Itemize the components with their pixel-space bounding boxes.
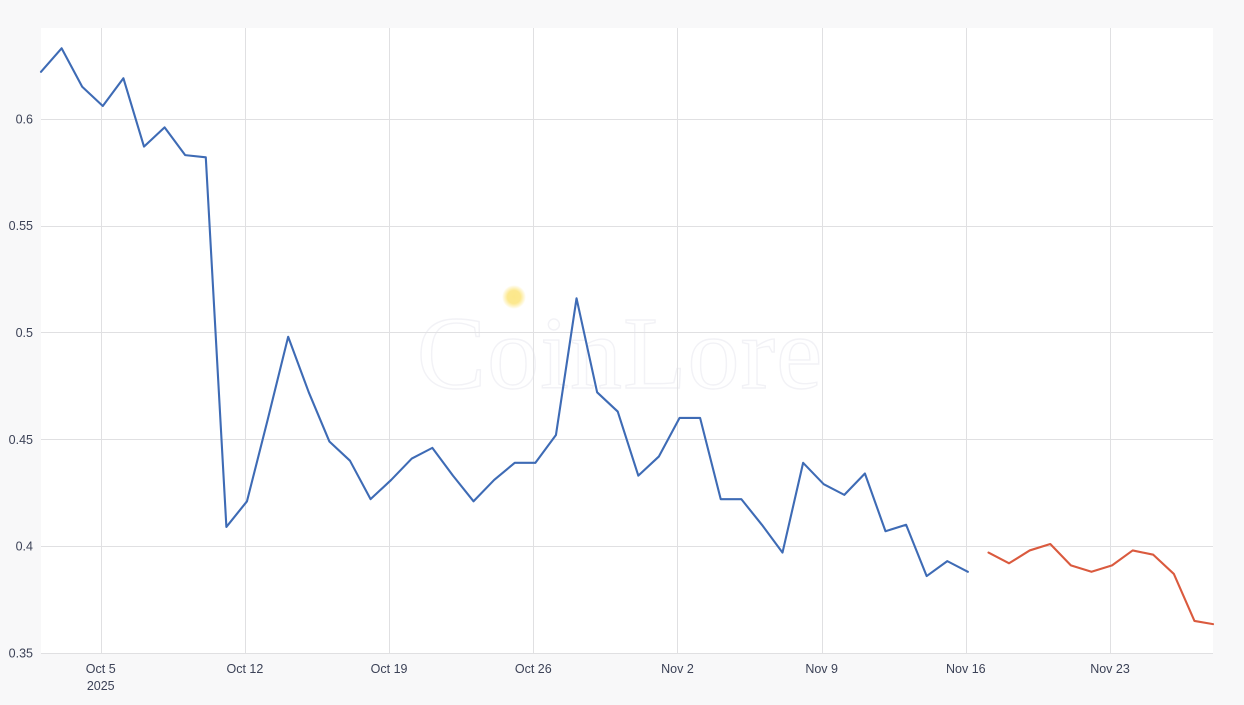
x-tick-label-1: Oct 12 [227, 662, 264, 676]
hover-dot-marker[interactable] [502, 285, 526, 309]
x-tick-label-4: Nov 2 [661, 662, 694, 676]
x-tick-label-0: Oct 5 [86, 662, 116, 676]
x-tick-label-3: Oct 26 [515, 662, 552, 676]
y-tick-label-5: 0.6 [16, 112, 33, 126]
y-tick-label-0: 0.35 [9, 647, 33, 661]
y-tick-label-1: 0.4 [16, 540, 33, 554]
x-tick-label-5: Nov 9 [805, 662, 838, 676]
series-line-forecast-price[interactable] [987, 542, 1215, 626]
data-series-group[interactable] [39, 47, 1215, 626]
x-tick-label-6: Nov 16 [946, 662, 986, 676]
hover-highlight-dot[interactable] [502, 285, 526, 309]
plot-area-background [41, 28, 1213, 653]
watermark: CoinLore [416, 295, 824, 411]
series-line-historical-price[interactable] [39, 47, 969, 578]
x-gridlines [101, 28, 1111, 653]
x-tick-label-7: Nov 23 [1090, 662, 1130, 676]
x-axis-year-label: 2025 [87, 679, 115, 693]
y-tick-label-4: 0.55 [9, 219, 33, 233]
y-tick-label-3: 0.5 [16, 326, 33, 340]
y-axis-tick-labels: 0.35 0.4 0.45 0.5 0.55 0.6 [9, 112, 33, 660]
x-tick-label-2: Oct 19 [371, 662, 408, 676]
x-axis-tick-labels: Oct 5 2025 Oct 12 Oct 19 Oct 26 Nov 2 Nov 9 Nov… [86, 662, 1130, 693]
watermark-label: CoinLore [417, 296, 824, 411]
y-tick-label-2: 0.45 [9, 433, 33, 447]
